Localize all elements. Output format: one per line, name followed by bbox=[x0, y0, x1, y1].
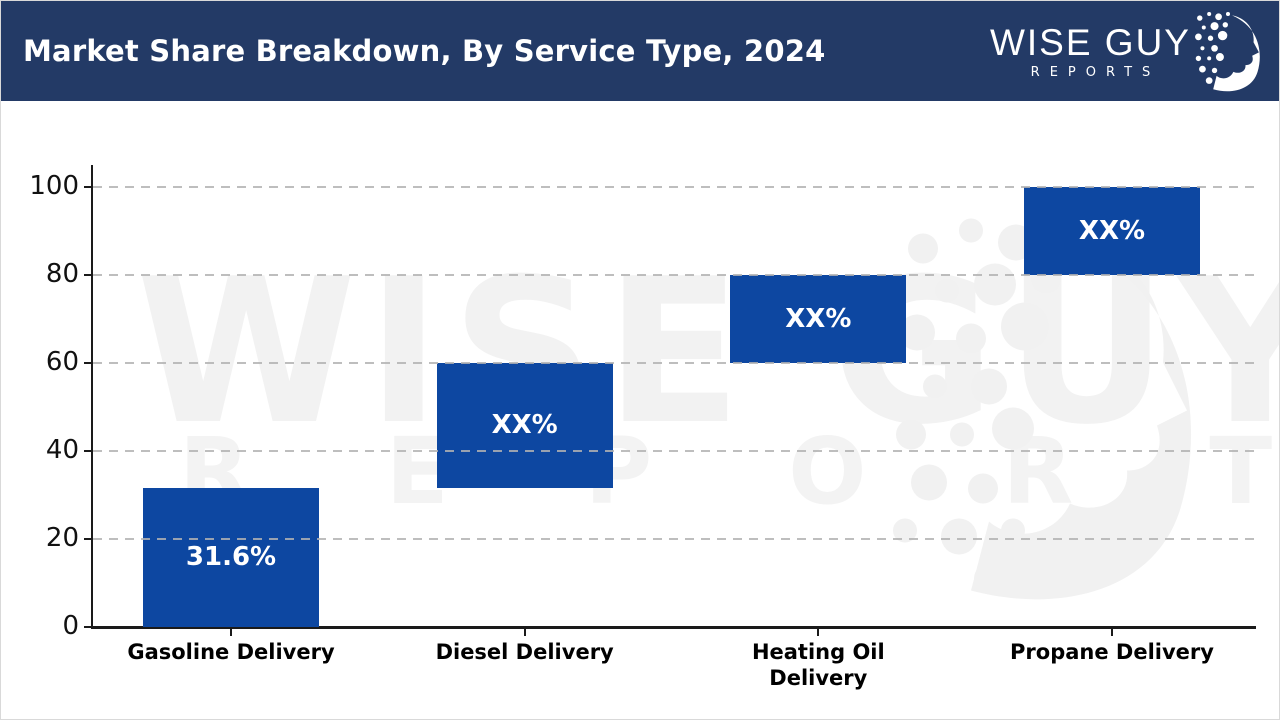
wiseguy-logo: WISE GUY REPORTS bbox=[990, 10, 1267, 92]
y-axis-line bbox=[91, 165, 93, 628]
y-tick-mark bbox=[84, 362, 93, 364]
x-tick-mark bbox=[230, 628, 232, 636]
y-tick-label: 80 bbox=[45, 259, 79, 289]
page-title: Market Share Breakdown, By Service Type,… bbox=[23, 34, 826, 68]
gridline bbox=[93, 450, 1255, 452]
x-category-label: Diesel Delivery bbox=[435, 640, 614, 664]
watermark-subword: R E P O R T S bbox=[179, 418, 1279, 525]
gridline bbox=[93, 274, 1255, 276]
y-tick-label: 40 bbox=[45, 435, 79, 465]
bar-value-label: XX% bbox=[491, 410, 558, 441]
x-tick-mark bbox=[1111, 628, 1113, 636]
bar-segment: XX% bbox=[436, 363, 613, 488]
x-tick-mark bbox=[817, 628, 820, 636]
bar-segment: XX% bbox=[1024, 187, 1200, 275]
y-tick-label: 0 bbox=[62, 611, 79, 641]
gridline bbox=[93, 362, 1255, 364]
x-axis-line bbox=[91, 626, 1256, 629]
bar-value-label: 31.6% bbox=[185, 542, 277, 573]
wiseguy-head-icon bbox=[1195, 12, 1260, 92]
y-tick-mark bbox=[84, 450, 93, 452]
logo-name-text: WISE GUY bbox=[989, 21, 1191, 63]
x-tick-mark bbox=[523, 628, 526, 636]
y-tick-label: 60 bbox=[45, 347, 79, 377]
y-tick-mark bbox=[84, 274, 93, 276]
x-category-label: Heating Oil Delivery bbox=[751, 640, 885, 691]
y-tick-mark bbox=[84, 186, 93, 188]
header: Market Share Breakdown, By Service Type,… bbox=[1, 1, 1279, 101]
bar-value-label: XX% bbox=[1078, 216, 1146, 246]
y-tick-label: 20 bbox=[45, 523, 79, 553]
x-category-label: Gasoline Delivery bbox=[127, 640, 335, 664]
y-tick-mark bbox=[84, 538, 93, 540]
gridline bbox=[93, 538, 1255, 540]
x-category-label: Propane Delivery bbox=[1010, 640, 1214, 664]
bar-segment: 31.6% bbox=[143, 487, 319, 627]
gridline bbox=[93, 186, 1255, 188]
logo-sub-text: REPORTS bbox=[1030, 64, 1161, 80]
watermark-wordmark: WISE GUY bbox=[136, 236, 1279, 469]
wiseguy-logo-words: WISE GUY REPORTS bbox=[990, 24, 1191, 79]
y-tick-mark bbox=[84, 626, 93, 628]
bar-value-label: XX% bbox=[785, 304, 852, 334]
bar-segment: XX% bbox=[730, 275, 907, 363]
y-tick-label: 100 bbox=[29, 171, 79, 201]
